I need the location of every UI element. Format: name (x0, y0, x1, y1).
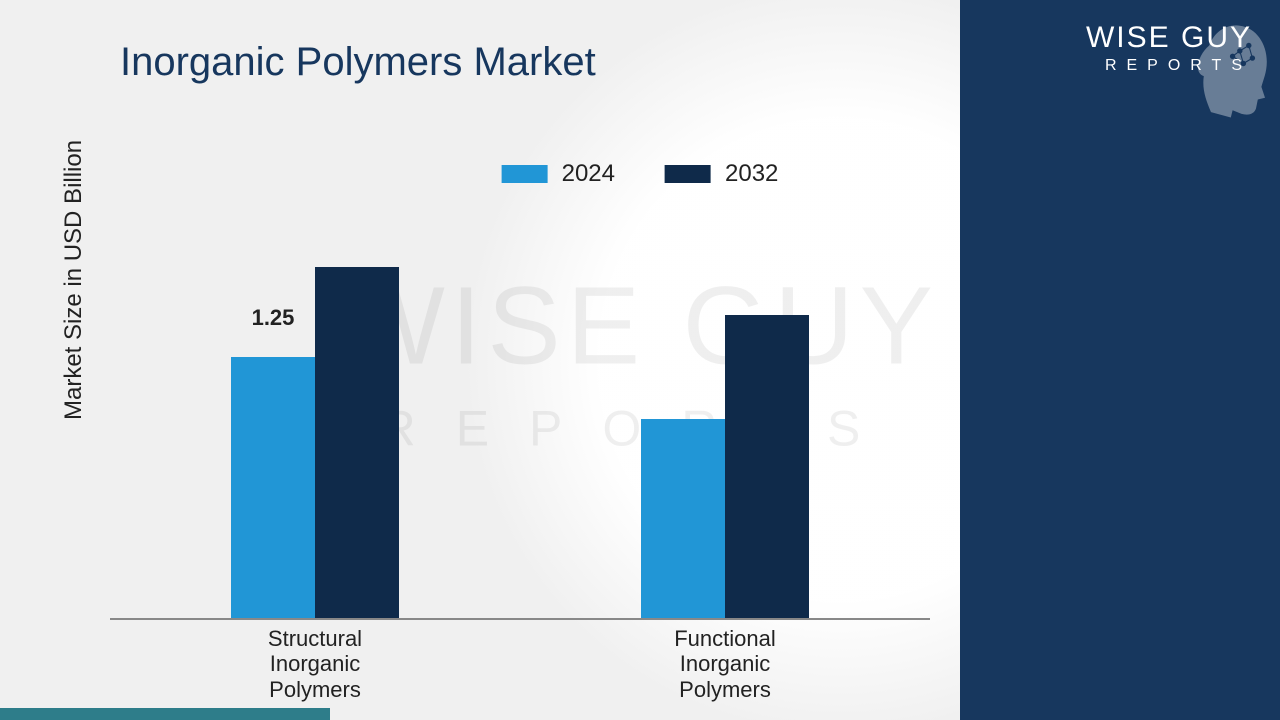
legend-label: 2032 (725, 160, 778, 188)
bar-group: 1.25 (231, 267, 399, 618)
bar (725, 315, 809, 618)
bar (315, 267, 399, 618)
category-label: StructuralInorganicPolymers (215, 622, 415, 700)
logo-line2: REPORTS (1086, 58, 1252, 75)
bottom-strip (0, 708, 330, 720)
bar-groups: 1.25 (110, 200, 930, 618)
legend-item: 2024 (502, 160, 615, 188)
category-label: FunctionalInorganicPolymers (625, 622, 825, 700)
legend-swatch (502, 165, 548, 183)
x-axis (110, 618, 930, 620)
category-labels: StructuralInorganicPolymers FunctionalIno… (110, 622, 930, 700)
bar (231, 357, 315, 618)
legend-item: 2032 (665, 160, 778, 188)
brand-logo: WISE GUY REPORTS (1086, 22, 1252, 74)
legend-label: 2024 (562, 160, 615, 188)
chart-plot: 1.25 StructuralInorganicPolymers Function… (110, 200, 930, 700)
logo-line1: WISE GUY (1086, 22, 1252, 54)
legend: 2024 2032 (502, 160, 779, 188)
bar (641, 419, 725, 618)
page: WISE GUY REPORTS WISE GUY REPORTS Inorga… (0, 0, 1280, 720)
y-axis-label: Market Size in USD Billion (60, 140, 88, 420)
bar-value-label: 1.25 (252, 305, 295, 331)
chart-title: Inorganic Polymers Market (120, 40, 596, 85)
bar-group (641, 315, 809, 618)
legend-swatch (665, 165, 711, 183)
